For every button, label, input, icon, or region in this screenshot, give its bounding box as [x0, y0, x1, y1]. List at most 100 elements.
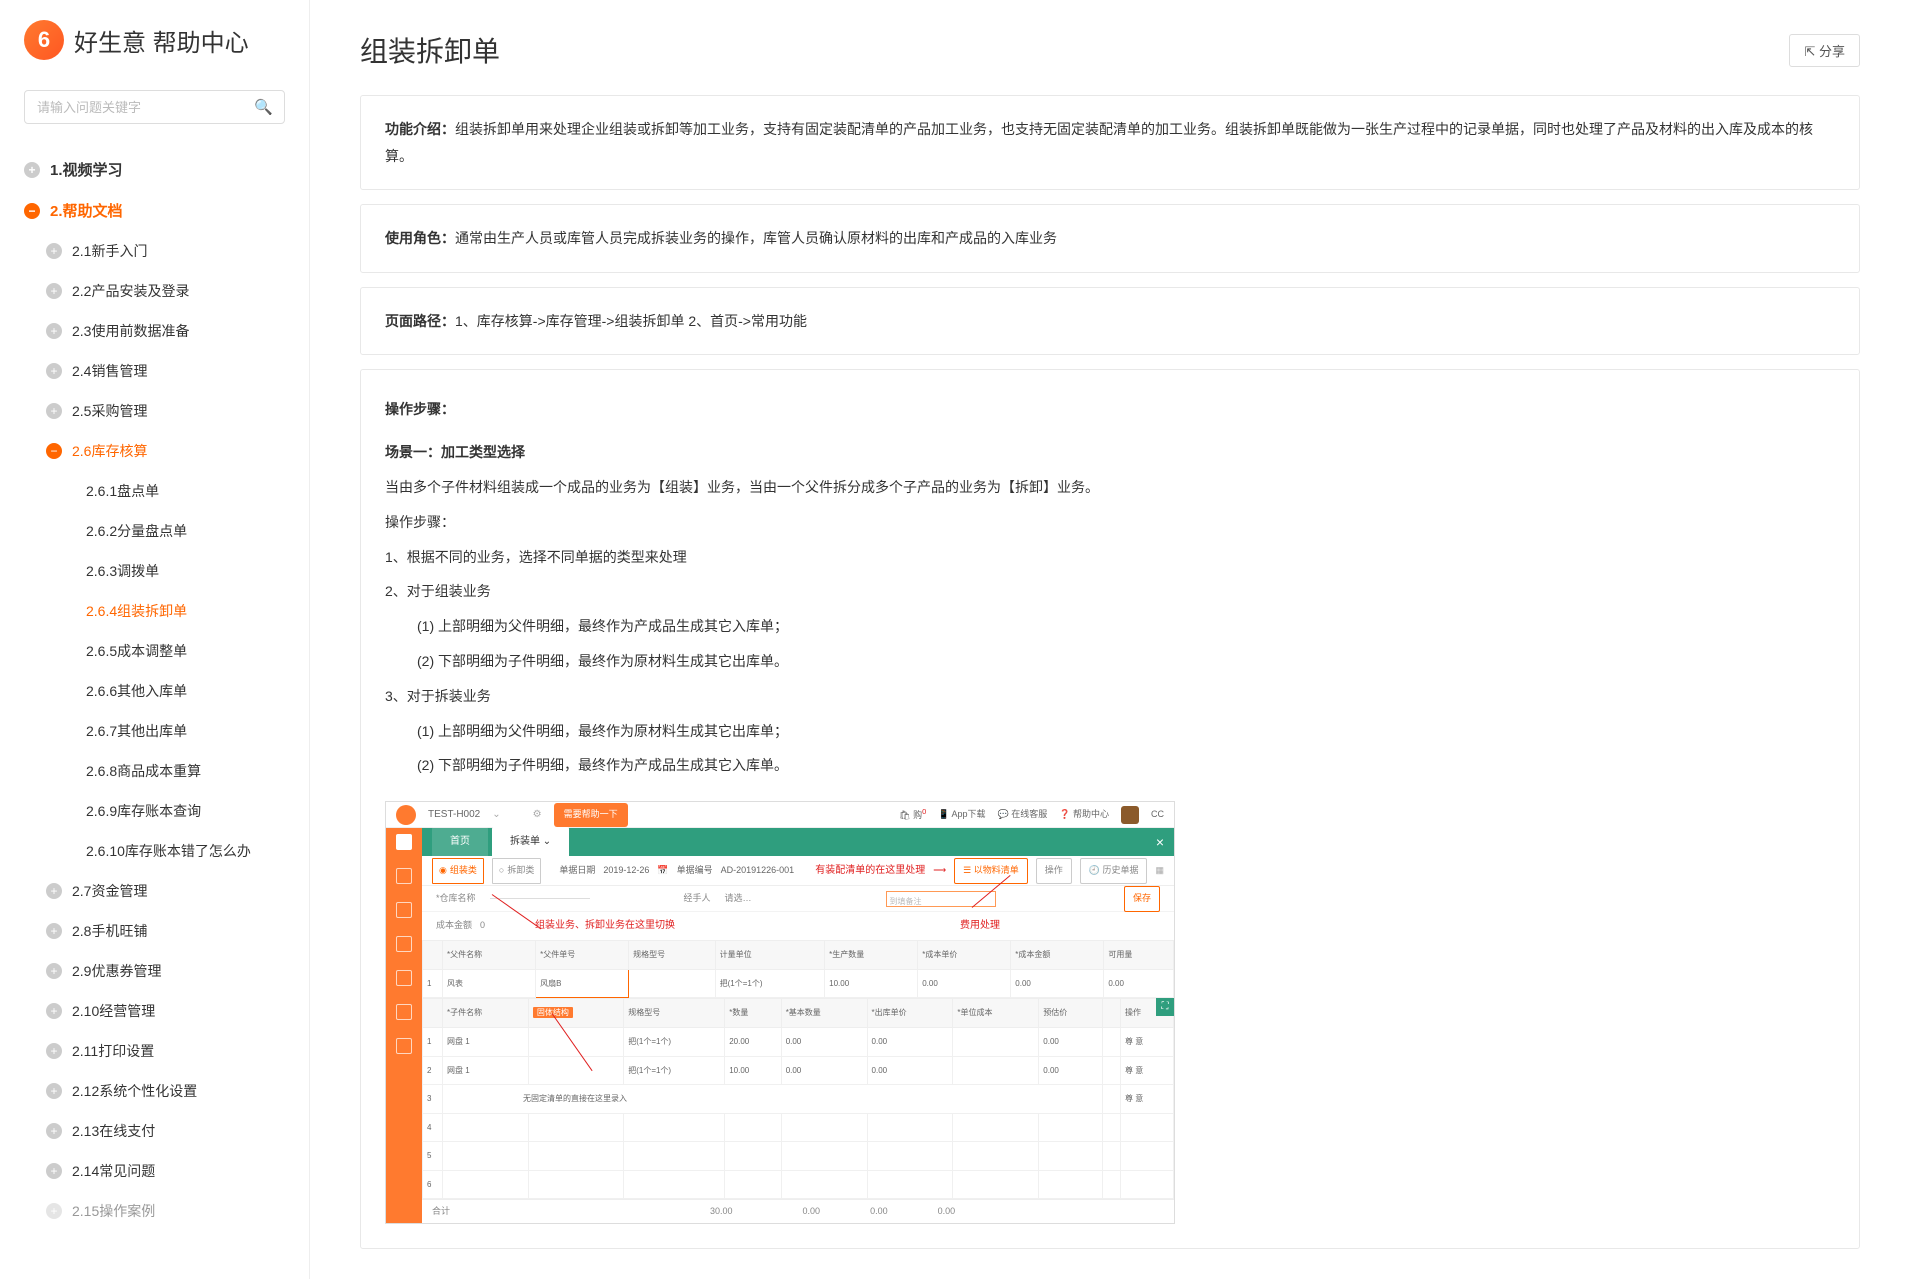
chevron-down-icon: ⌄ — [492, 804, 500, 826]
plus-icon: + — [46, 923, 62, 939]
radio-disassemble[interactable]: ○ 拆卸类 — [492, 858, 541, 884]
scene-title: 场景一：加工类型选择 — [385, 444, 525, 460]
th — [423, 941, 443, 970]
nav-item-2-9[interactable]: +2.9优惠券管理 — [24, 951, 309, 991]
remark-input[interactable]: 到填备注 — [886, 891, 996, 907]
maker-value: 请选… — [725, 889, 752, 909]
nav-help-docs[interactable]: −2.帮助文档 — [24, 190, 309, 231]
operate-button[interactable]: 操作 — [1036, 858, 1072, 884]
nav-label: 2.6.1盘点单 — [86, 481, 159, 501]
nav-item-2-6-7[interactable]: 2.6.7其他出库单 — [24, 711, 309, 751]
nav-label: 2.6.2分量盘点单 — [86, 521, 187, 541]
nav-item-2-13[interactable]: +2.13在线支付 — [24, 1111, 309, 1151]
td: 0.00 — [918, 969, 1011, 998]
annotation-text: 有装配清单的在这里处理 — [815, 860, 925, 882]
nav-item-2-6-10[interactable]: 2.6.10库存账本错了怎么办 — [24, 831, 309, 871]
search-input[interactable] — [24, 90, 285, 124]
nav-item-2-6-4[interactable]: 2.6.4组装拆卸单 — [24, 591, 309, 631]
nav-item-2-6-9[interactable]: 2.6.9库存账本查询 — [24, 791, 309, 831]
save-button[interactable]: 保存 — [1124, 886, 1160, 912]
nav-label: 2.12系统个性化设置 — [72, 1081, 197, 1101]
nav-item-2-6[interactable]: −2.6库存核算 — [24, 431, 309, 471]
radio-assemble[interactable]: ◉ 组装类 — [432, 858, 484, 884]
nav-item-2-2[interactable]: +2.2产品安装及登录 — [24, 271, 309, 311]
nav-item-2-15[interactable]: +2.15操作案例 — [24, 1191, 309, 1231]
nav-label: 2.6.10库存账本错了怎么办 — [86, 841, 251, 861]
nav-item-2-11[interactable]: +2.11打印设置 — [24, 1031, 309, 1071]
search-icon[interactable]: 🔍 — [254, 98, 273, 116]
nav-video-learning[interactable]: +1.视频学习 — [24, 149, 309, 190]
nav-item-2-3[interactable]: +2.3使用前数据准备 — [24, 311, 309, 351]
plus-icon: + — [46, 963, 62, 979]
footer-val: 0.00 — [803, 1202, 821, 1222]
th: 预估价 — [1039, 999, 1103, 1028]
nav-item-2-14[interactable]: +2.14常见问题 — [24, 1151, 309, 1191]
ss-code: TEST-H002 — [428, 804, 480, 826]
nav-tree: +1.视频学习 −2.帮助文档 +2.1新手入门 +2.2产品安装及登录 +2.… — [24, 149, 309, 1231]
nav-icon[interactable] — [396, 1004, 412, 1020]
nav-item-2-12[interactable]: +2.12系统个性化设置 — [24, 1071, 309, 1111]
th: 固体结构 — [528, 999, 623, 1028]
table-row[interactable]: 4 — [423, 1113, 1174, 1142]
nav-item-2-8[interactable]: +2.8手机旺铺 — [24, 911, 309, 951]
material-list-button[interactable]: ☰ 以物料清单 — [954, 858, 1028, 884]
avatar-icon[interactable] — [1121, 806, 1139, 824]
role-label: 使用角色： — [385, 230, 455, 246]
nav-item-2-6-2[interactable]: 2.6.2分量盘点单 — [24, 511, 309, 551]
nav-icon[interactable] — [396, 868, 412, 884]
expand-icon[interactable]: ⛶ — [1156, 998, 1174, 1016]
nav-item-2-7[interactable]: +2.7资金管理 — [24, 871, 309, 911]
table-row[interactable]: 2网盘 1把(1个=1个)10.000.000.000.00尊 意 — [423, 1056, 1174, 1085]
nav-item-2-6-5[interactable]: 2.6.5成本调整单 — [24, 631, 309, 671]
table-row[interactable]: 3无固定清单的直接在这里录入尊 意 — [423, 1085, 1174, 1114]
share-button[interactable]: ⇱ 分享 — [1789, 34, 1860, 67]
td[interactable]: 风扇B — [536, 969, 629, 998]
grid-icon[interactable]: ▦ — [1155, 861, 1164, 881]
plus-icon: + — [46, 1163, 62, 1179]
history-button[interactable]: 🕘 历史单据 — [1080, 858, 1148, 884]
role-box: 使用角色：通常由生产人员或库管人员完成拆装业务的操作，库管人员确认原材料的出库和… — [360, 204, 1860, 273]
nav-icon[interactable] — [396, 970, 412, 986]
nav-icon[interactable] — [396, 1038, 412, 1054]
nav-icon[interactable] — [396, 902, 412, 918]
nav-item-2-6-8[interactable]: 2.6.8商品成本重算 — [24, 751, 309, 791]
tab-home[interactable]: 首页 — [432, 827, 488, 857]
plus-icon: + — [46, 1083, 62, 1099]
maker-label: 经手人 — [684, 889, 711, 909]
nav-label: 2.5采购管理 — [72, 401, 147, 421]
nav-item-2-1[interactable]: +2.1新手入门 — [24, 231, 309, 271]
table-row[interactable]: 1 风表 风扇B 把(1个=1个) 10.00 0.00 0.00 0.00 — [423, 969, 1174, 998]
plus-icon: + — [46, 1123, 62, 1139]
plus-icon: + — [46, 1043, 62, 1059]
th: 规格型号 — [629, 941, 715, 970]
td: 10.00 — [825, 969, 918, 998]
nav-icon[interactable] — [396, 936, 412, 952]
close-icon[interactable]: × — [1156, 827, 1164, 858]
nav-item-2-6-3[interactable]: 2.6.3调拨单 — [24, 551, 309, 591]
step-line: 1、根据不同的业务，选择不同单据的类型来处理 — [385, 542, 1835, 573]
tab-current[interactable]: 拆装单 ⌄ — [492, 827, 569, 857]
ss-topbar: TEST-H002 ⌄ ⚙ 需要帮助一下 🛍 购0 📱 App下载 💬 在线客服… — [386, 802, 1174, 828]
ss-help-button[interactable]: 需要帮助一下 — [554, 803, 628, 827]
nav-item-2-4[interactable]: +2.4销售管理 — [24, 351, 309, 391]
table-row[interactable]: 6 — [423, 1170, 1174, 1199]
th: 规格型号 — [624, 999, 725, 1028]
nav-item-2-6-1[interactable]: 2.6.1盘点单 — [24, 471, 309, 511]
step-line: (2) 下部明细为子件明细，最终作为原材料生成其它出库单。 — [385, 646, 1835, 677]
calendar-icon[interactable]: 📅 — [657, 861, 668, 881]
nav-item-2-6-6[interactable]: 2.6.6其他入库单 — [24, 671, 309, 711]
service-link[interactable]: 💬 在线客服 — [998, 805, 1048, 825]
step-line: 2、对于组装业务 — [385, 576, 1835, 607]
intro-label: 功能介绍： — [385, 121, 455, 137]
cart-icon[interactable]: 🛍 购0 — [899, 804, 926, 826]
app-download-link[interactable]: 📱 App下载 — [938, 805, 985, 825]
help-link[interactable]: ❓ 帮助中心 — [1059, 805, 1109, 825]
nav-item-2-10[interactable]: +2.10经营管理 — [24, 991, 309, 1031]
step-line: (1) 上部明细为父件明细，最终作为产成品生成其它入库单； — [385, 611, 1835, 642]
table-row[interactable]: 5 — [423, 1142, 1174, 1171]
table-row[interactable]: 1网盘 1把(1个=1个)20.000.000.000.00尊 意 — [423, 1027, 1174, 1056]
nav-item-2-5[interactable]: +2.5采购管理 — [24, 391, 309, 431]
home-icon[interactable] — [396, 834, 412, 850]
username: CC — [1151, 805, 1164, 825]
nav-label: 2.8手机旺铺 — [72, 921, 147, 941]
